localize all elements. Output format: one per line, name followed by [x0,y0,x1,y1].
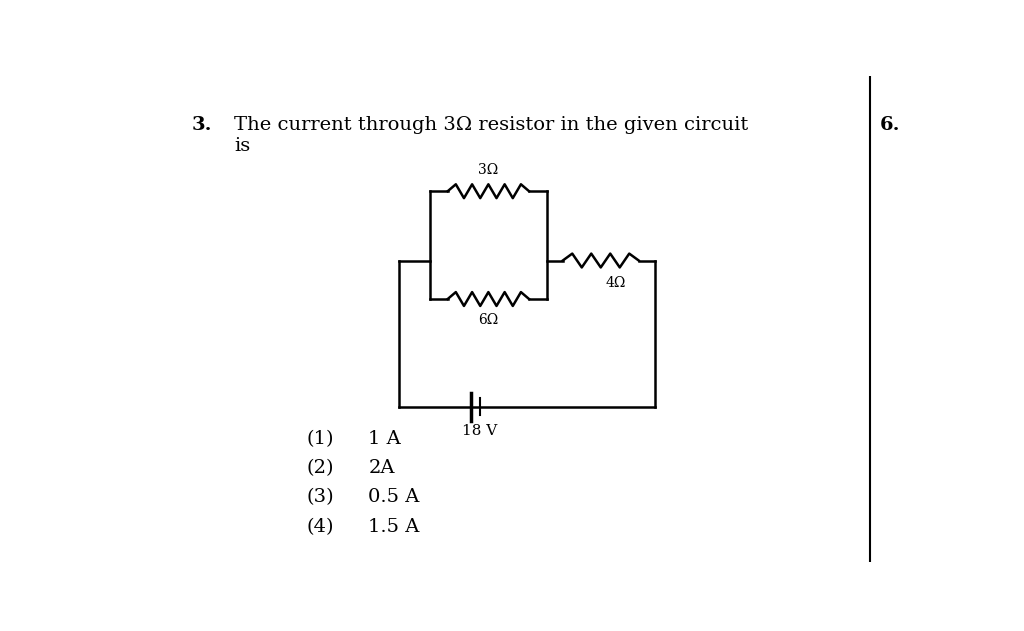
Text: (2): (2) [306,459,334,477]
Text: 0.5 A: 0.5 A [369,488,420,507]
Text: 3Ω: 3Ω [478,163,499,177]
Text: 6.: 6. [880,115,900,134]
Text: 1.5 A: 1.5 A [369,517,420,536]
Text: is: is [234,138,251,155]
Text: (4): (4) [306,517,334,536]
Text: 6Ω: 6Ω [478,313,499,327]
Text: 4Ω: 4Ω [606,276,627,290]
Text: 3.: 3. [191,115,212,134]
Text: (3): (3) [306,488,334,507]
Text: (1): (1) [306,430,334,448]
Text: 18 V: 18 V [462,424,497,438]
Text: 1 A: 1 A [369,430,401,448]
Text: 2A: 2A [369,459,394,477]
Text: The current through 3Ω resistor in the given circuit: The current through 3Ω resistor in the g… [234,115,749,134]
